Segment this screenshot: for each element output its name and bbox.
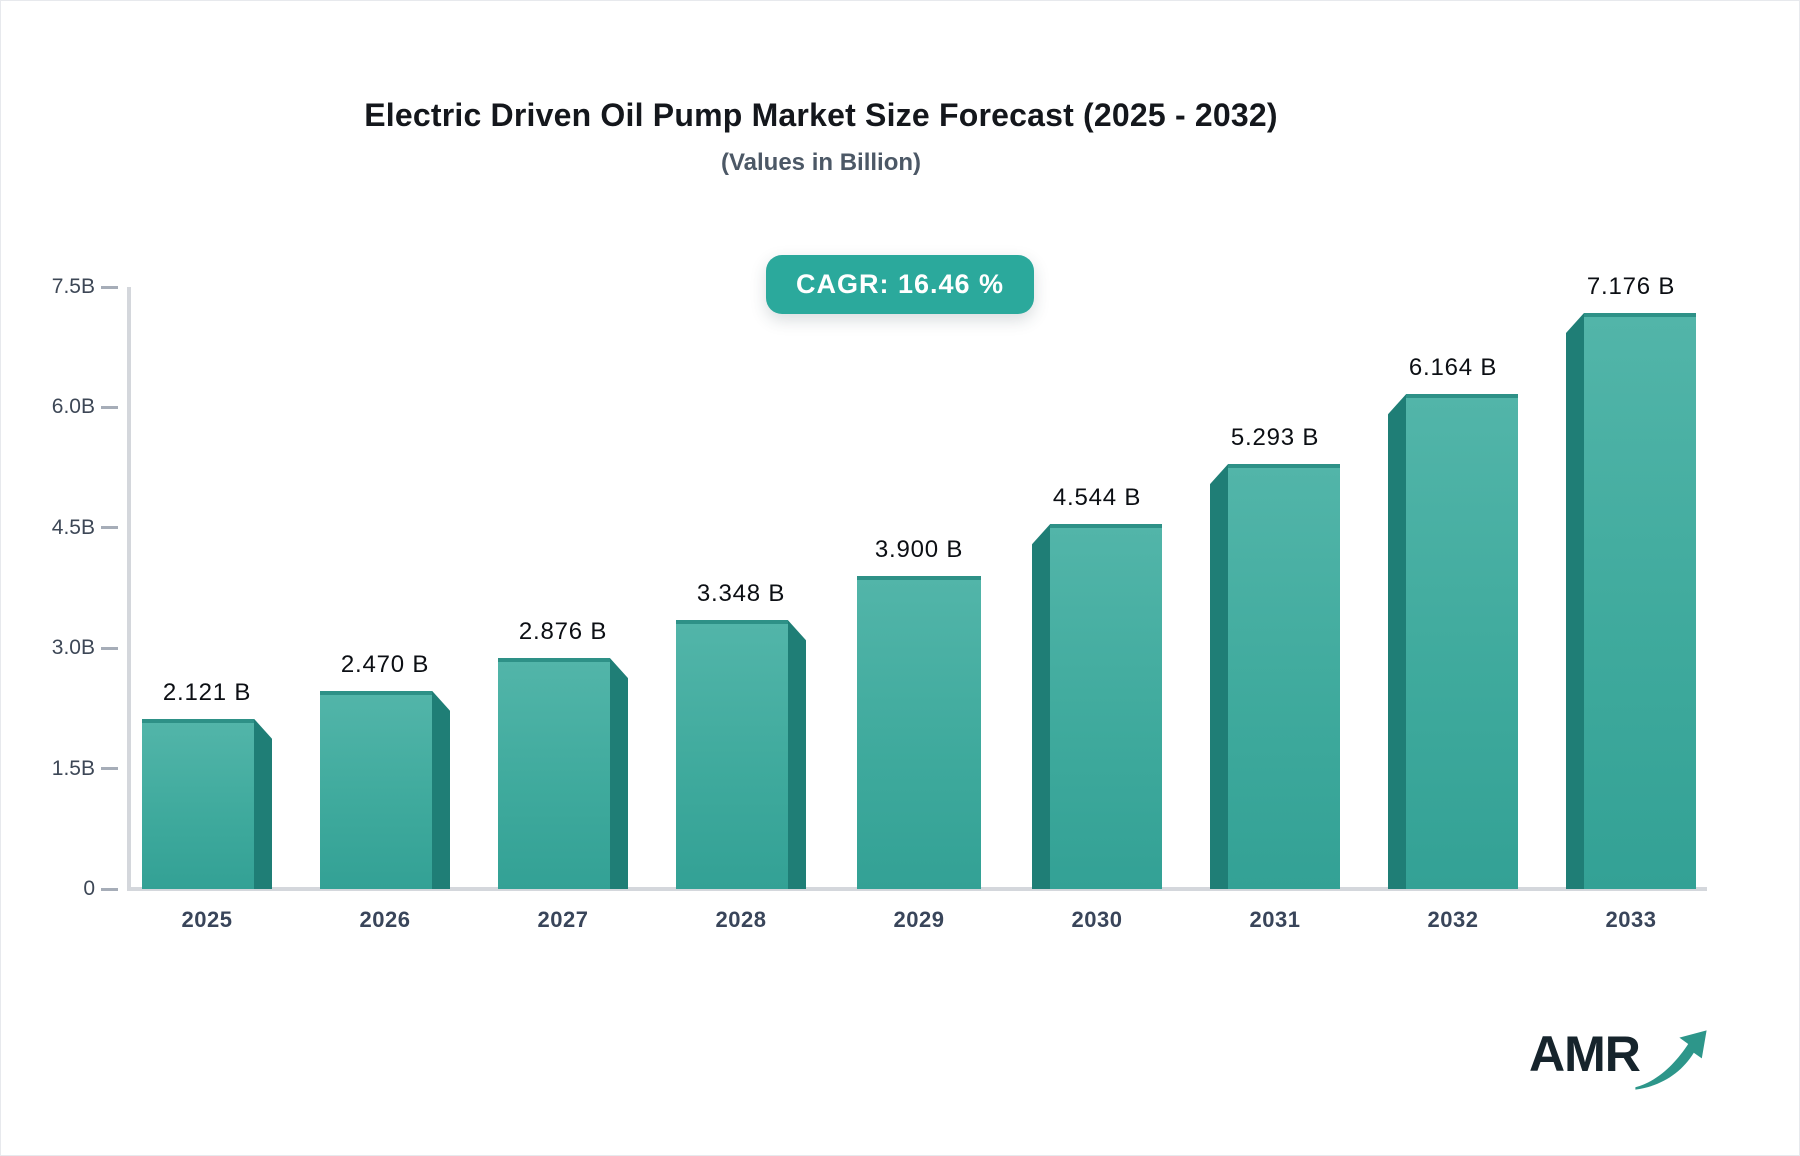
bar-value-label: 5.293 B: [1230, 424, 1320, 452]
bar-value-label: 2.876 B: [518, 618, 608, 646]
x-axis-label: 2030: [1071, 907, 1123, 932]
trending-up-arrow-icon: [1633, 1023, 1713, 1097]
bar-face: [676, 620, 788, 889]
bar-face: [1228, 464, 1340, 889]
bar-value-label: 2.470 B: [340, 650, 430, 678]
bar-value-label: 7.176 B: [1586, 273, 1676, 300]
bar-2032: [1388, 394, 1518, 889]
y-axis-label: 0: [83, 877, 95, 900]
bar-side-shade: [1566, 313, 1584, 889]
y-axis-line: [127, 287, 131, 889]
x-axis-line: [127, 887, 1707, 891]
bar-2033: [1566, 313, 1696, 889]
bar-side-shade: [1032, 524, 1050, 889]
bar-2029: [857, 575, 981, 889]
y-axis-tick: [101, 405, 118, 409]
bar-face: [1050, 524, 1162, 889]
bar-value-label: 4.544 B: [1052, 484, 1142, 512]
bar-2026: [320, 690, 450, 889]
y-axis-label: 4.5B: [51, 515, 95, 539]
bar-face: [1406, 394, 1518, 889]
x-axis-label: 2025: [181, 907, 233, 932]
bar-2031: [1210, 464, 1340, 889]
y-axis-tick: [101, 526, 118, 530]
bar-2028: [676, 620, 806, 889]
amr-logo-text: AMR: [1529, 1026, 1641, 1082]
bar-side-shade: [1388, 394, 1406, 889]
bar-2027: [498, 658, 628, 889]
y-axis-tick: [101, 767, 118, 771]
bar-value-label: 6.164 B: [1408, 354, 1498, 382]
bar-side-shade: [254, 718, 272, 889]
bar-face: [142, 718, 254, 889]
x-axis-label: 2033: [1605, 907, 1657, 932]
x-axis-label: 2028: [715, 907, 767, 932]
bar-face: [320, 690, 432, 889]
bar-value-label: 2.121 B: [162, 678, 252, 706]
y-axis-tick: [101, 887, 118, 891]
bar-value-label: 3.348 B: [696, 580, 786, 608]
x-axis-label: 2029: [893, 907, 945, 932]
y-axis-tick: [101, 285, 118, 289]
bar-2030: [1032, 524, 1162, 889]
y-axis-label: 1.5B: [51, 756, 95, 780]
chart-subtitle: (Values in Billion): [720, 149, 922, 176]
bar-side-shade: [432, 690, 450, 889]
bar-face: [1584, 313, 1696, 889]
bar-face: [857, 575, 981, 889]
bar-side-shade: [1210, 464, 1228, 889]
bar-side-shade: [610, 658, 628, 889]
y-axis-label: 7.5B: [51, 275, 95, 298]
y-axis-label: 3.0B: [51, 636, 95, 660]
bar-value-label: 3.900 B: [874, 535, 964, 563]
cagr-badge: CAGR: 16.46 %: [765, 255, 1035, 314]
y-axis-label: 6.0B: [51, 395, 95, 419]
x-axis-label: 2032: [1427, 907, 1479, 932]
y-axis-tick: [101, 646, 118, 650]
bar-face: [498, 658, 610, 889]
bar-side-shade: [788, 620, 806, 889]
x-axis-label: 2031: [1249, 907, 1301, 932]
chart-title: Electric Driven Oil Pump Market Size For…: [364, 97, 1278, 133]
bar-2025: [142, 718, 272, 889]
x-axis-label: 2026: [359, 907, 411, 932]
amr-logo: AMR: [1529, 1025, 1719, 1105]
x-axis-label: 2027: [537, 907, 589, 932]
